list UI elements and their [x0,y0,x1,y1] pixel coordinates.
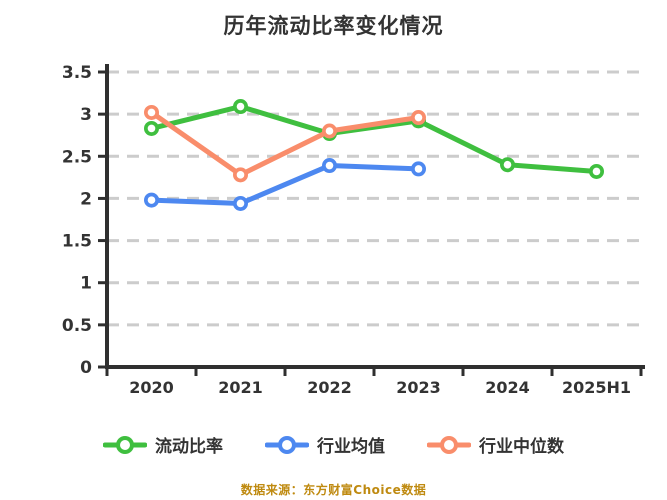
data-point-center-0-5 [592,167,601,176]
data-point-center-1-0 [147,196,156,204]
x-tick-label: 2025H1 [562,378,631,397]
chart-title: 历年流动比率变化情况 [223,14,444,38]
y-tick-label: 1 [80,274,92,294]
legend-marker-blue-icon [265,435,309,454]
legend-label-industry-median: 行业中位数 [479,437,564,457]
legend-marker-orange-icon [427,435,471,454]
data-point-center-2-2 [325,127,334,135]
y-tick-label: 0 [80,358,92,378]
y-tick-label: 1.5 [62,232,92,252]
series-line-2 [149,109,421,178]
data-point-center-2-1 [236,171,245,179]
data-source-watermark: 数据来源：东方财富Choice数据 [240,483,427,497]
data-point-center-1-1 [236,199,245,208]
series-line-1 [149,163,421,206]
legend-item-industry-mean[interactable]: 行业均值 [265,432,385,457]
data-point-center-2-3 [414,113,423,122]
x-tick-label: 2023 [396,378,441,397]
x-tick-label: 2021 [218,378,263,397]
series-line-0 [149,104,599,174]
legend-marker-green-icon [103,435,147,454]
y-tick-label: 2 [80,189,92,209]
chart-legend: 流动比率 行业均值 行业中位数 [0,432,667,457]
x-tick-label: 2024 [485,378,530,397]
line-chart-plot-area: 0 0.5 1 1.5 2 2.5 3 3.5 2020 2021 2022 2023 2024 2025… [62,63,645,397]
legend-label-current-ratio: 流动比率 [155,437,223,457]
y-tick-label: 3 [80,105,92,125]
y-tick-label: 2.5 [62,147,92,167]
y-tick-label: 3.5 [62,63,92,83]
y-tick-label: 0.5 [62,316,92,336]
data-point-center-1-2 [325,161,334,170]
data-point-center-1-3 [414,165,423,173]
data-point-center-0-0 [147,124,156,133]
legend-item-current-ratio[interactable]: 流动比率 [103,432,223,457]
x-tick-label: 2022 [307,378,352,397]
data-point-center-0-4 [503,160,512,169]
legend-label-industry-mean: 行业均值 [317,437,385,457]
legend-item-industry-median[interactable]: 行业中位数 [427,432,564,457]
x-tick-label: 2020 [129,378,174,397]
data-point-center-2-0 [147,108,156,117]
data-point-center-0-1 [236,102,245,111]
